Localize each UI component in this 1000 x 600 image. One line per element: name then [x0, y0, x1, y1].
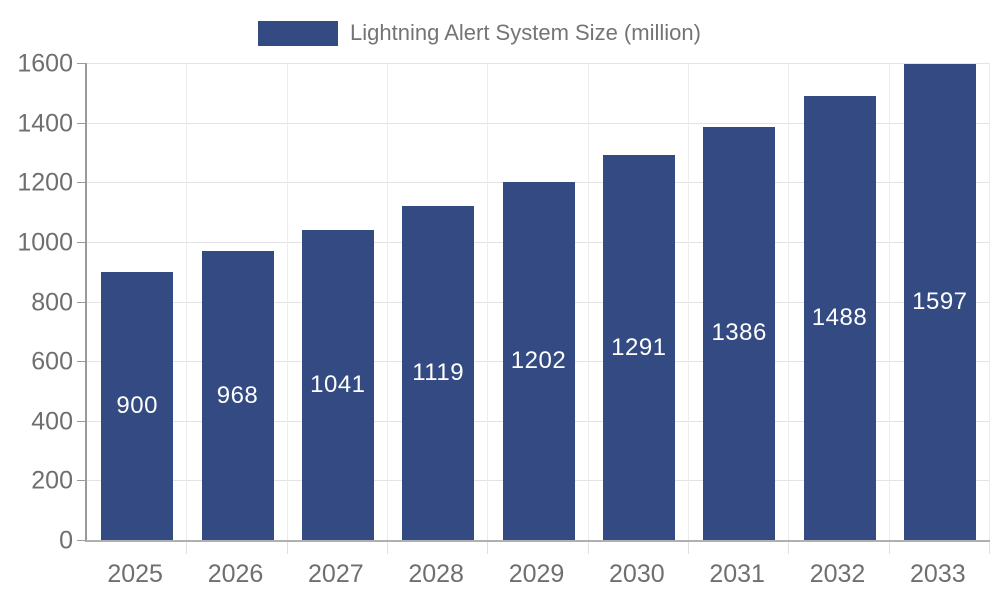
y-axis-tick: [77, 182, 85, 184]
bar-value-label: 1202: [510, 346, 567, 374]
y-axis-tick-label: 1400: [17, 109, 73, 138]
bar-2032: 1488: [803, 96, 876, 540]
x-axis-tick-label: 2030: [609, 560, 665, 588]
y-axis-tick: [77, 63, 85, 64]
bar-value-label: 1597: [912, 287, 968, 315]
bar-2027: 1041: [301, 229, 374, 540]
y-axis-tick: [77, 301, 85, 303]
y-axis-tick-label: 0: [59, 526, 73, 555]
vertical-gridline: [186, 63, 188, 540]
x-axis-tick-label: 2025: [107, 560, 163, 588]
y-axis-tick: [77, 420, 85, 422]
x-axis-tick-label: 2033: [910, 560, 966, 588]
vertical-gridline: [788, 63, 790, 540]
vertical-gridline: [989, 63, 990, 540]
vertical-gridline: [688, 63, 689, 540]
bar-2030: 1291: [602, 155, 675, 540]
bar-2029: 1202: [502, 181, 575, 540]
vertical-gridline: [587, 63, 589, 540]
x-axis-tick: [387, 542, 388, 554]
bar-value-label: 1386: [711, 319, 767, 347]
x-axis-tick-label: 2027: [308, 560, 364, 588]
x-axis-tick: [688, 542, 689, 554]
bar-2025: 900: [101, 271, 174, 540]
y-axis-tick: [77, 480, 85, 482]
y-axis-tick-label: 1600: [17, 49, 73, 78]
x-axis-tick-label: 2031: [709, 560, 765, 588]
horizontal-gridline: [87, 122, 990, 124]
bar-value-label: 1488: [811, 304, 868, 332]
bar-2028: 1119: [402, 206, 475, 540]
x-axis-tick: [989, 542, 990, 554]
y-axis-tick-label: 1000: [17, 228, 73, 257]
bar-value-label: 968: [216, 381, 259, 409]
x-axis-tick: [788, 542, 790, 554]
x-axis-tick: [286, 542, 288, 554]
bar-2033: 1597: [903, 63, 976, 540]
bar-2031: 1386: [703, 126, 776, 540]
horizontal-gridline: [87, 63, 990, 64]
x-axis-tick: [888, 542, 890, 554]
legend-swatch: [258, 20, 338, 46]
vertical-gridline: [487, 63, 489, 540]
x-axis-tick: [186, 542, 188, 554]
y-axis-tick-label: 600: [31, 347, 73, 376]
bar-value-label: 900: [116, 391, 158, 419]
y-axis-tick: [77, 241, 85, 243]
plot-area: 900 968 1041 1119 1202 1291 1386 1488 1597: [77, 63, 990, 554]
bar-value-label: 1041: [310, 370, 366, 398]
y-axis-tick: [77, 540, 85, 541]
y-axis-tick-label: 800: [31, 288, 73, 316]
y-axis-tick-label: 200: [31, 466, 73, 495]
y-axis-tick-label: 400: [31, 407, 73, 436]
x-axis-tick-label: 2028: [408, 560, 464, 588]
vertical-gridline: [286, 63, 288, 540]
x-axis-tick-label: 2029: [508, 560, 565, 588]
y-axis-tick: [77, 122, 85, 124]
x-axis-tick-label: 2032: [809, 560, 866, 588]
y-axis-tick: [77, 361, 85, 363]
bar-value-label: 1291: [611, 333, 667, 361]
vertical-gridline: [387, 63, 388, 540]
y-axis-tick-label: 1200: [17, 168, 73, 197]
vertical-gridline: [888, 63, 890, 540]
x-axis-tick: [487, 542, 489, 554]
bar-2026: 968: [201, 251, 274, 540]
x-axis-tick: [587, 542, 589, 554]
x-axis-tick-label: 2026: [207, 560, 264, 588]
legend-label: Lightning Alert System Size (million): [350, 20, 701, 45]
legend-item[interactable]: Lightning Alert System Size (million): [258, 15, 701, 51]
bar-value-label: 1119: [412, 359, 465, 387]
